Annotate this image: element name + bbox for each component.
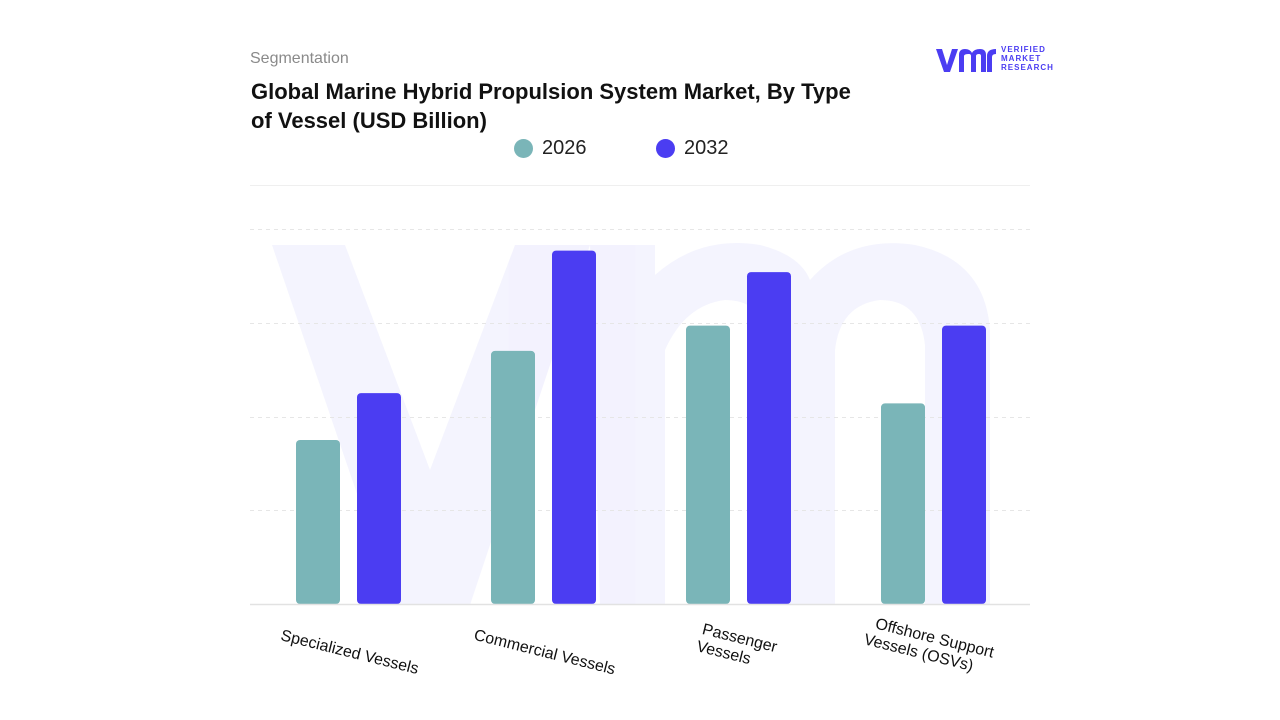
legend-label-2032: 2032 xyxy=(684,136,729,159)
legend-item-2026: 2026 xyxy=(514,135,587,161)
bar-2032-1 xyxy=(552,250,596,604)
brand-logo: VERIFIED MARKET RESEARCH xyxy=(935,44,1065,76)
legend-label-2026: 2026 xyxy=(542,136,587,159)
brand-wordmark: VERIFIED MARKET RESEARCH xyxy=(1001,45,1065,72)
bar-2026-2 xyxy=(686,325,730,604)
bar-2032-2 xyxy=(747,272,791,604)
chart-title: Global Marine Hybrid Propulsion System M… xyxy=(251,79,851,133)
x-tick-label: Commercial Vessels xyxy=(472,627,617,679)
bars xyxy=(296,250,986,604)
x-axis-labels: Specialized Vessels Commercial Vessels Pas… xyxy=(279,614,996,679)
x-tick-label: PassengerVessels xyxy=(695,621,780,674)
bar-2026-3 xyxy=(881,403,925,604)
legend-swatch-2026 xyxy=(514,138,533,158)
bar-2026-1 xyxy=(491,350,535,604)
brand-line-2: MARKET xyxy=(1001,54,1042,63)
bar-2032-3 xyxy=(942,325,986,604)
x-tick-label: Specialized Vessels xyxy=(279,627,420,678)
brand-line-3: RESEARCH xyxy=(1001,63,1054,72)
legend-item-2032: 2032 xyxy=(656,135,729,161)
bar-2032-0 xyxy=(357,393,401,604)
bar-2026-0 xyxy=(296,439,340,604)
section-label: Segmentation xyxy=(250,50,349,67)
legend-swatch-2032 xyxy=(656,138,675,158)
brand-line-1: VERIFIED xyxy=(1001,45,1046,54)
x-tick-label: Offshore SupportVessels (OSVs) xyxy=(862,614,996,679)
vmr-logo-icon xyxy=(936,49,996,72)
